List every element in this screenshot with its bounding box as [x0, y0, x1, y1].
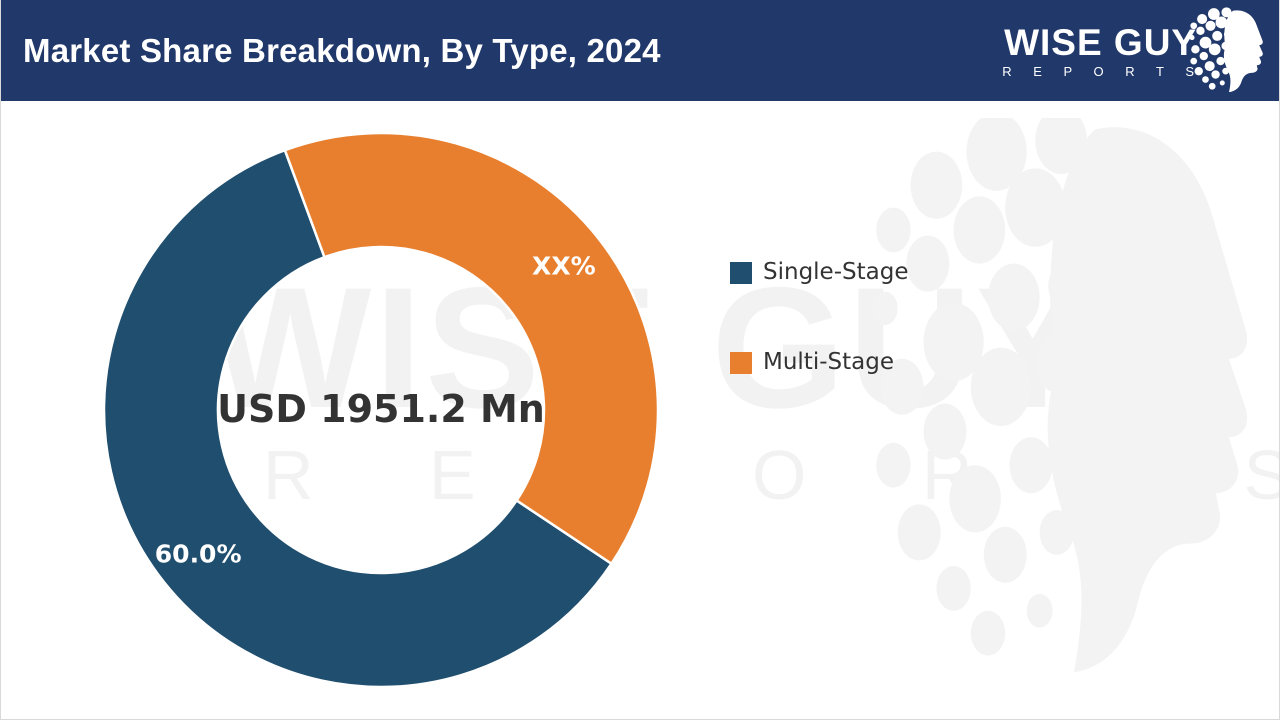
- chart-center-value: USD 1951.2 Mn: [217, 387, 545, 431]
- legend-swatch: [730, 351, 752, 374]
- wise-guy-reports-logo: WISE GUY R E P O R T S: [998, 6, 1271, 95]
- legend-item-multi-stage: Multi-Stage: [730, 351, 908, 374]
- chart-legend: Single-Stage Multi-Stage: [730, 261, 908, 374]
- legend-item-single-stage: Single-Stage: [730, 261, 908, 284]
- legend-swatch: [730, 261, 752, 284]
- legend-label: Multi-Stage: [763, 349, 894, 375]
- page-title: Market Share Breakdown, By Type, 2024: [23, 31, 661, 69]
- logo-reports-text: R E P O R T S: [1002, 63, 1203, 79]
- slice-label-single-stage: 60.0%: [154, 539, 242, 569]
- donut-slice-multi-stage: [283, 131, 660, 566]
- legend-label: Single-Stage: [763, 259, 909, 285]
- logo-wiseguy-text: WISE GUY: [1004, 21, 1198, 63]
- slice-label-multi-stage: XX%: [532, 251, 596, 281]
- logo-text: WISE GUY R E P O R T S: [998, 24, 1203, 78]
- header-bar: Market Share Breakdown, By Type, 2024 WI…: [1, 0, 1279, 101]
- logo-face-icon: [1189, 6, 1263, 92]
